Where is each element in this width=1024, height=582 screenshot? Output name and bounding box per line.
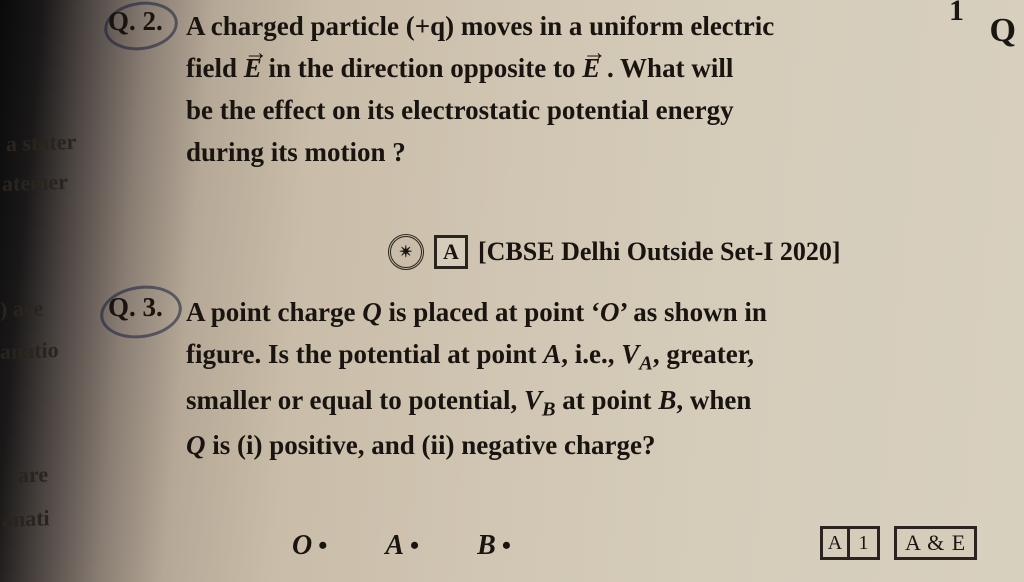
compass-icon: ✴	[388, 234, 424, 270]
question-text: A point charge Q is placed at point ‘O’ …	[186, 292, 988, 467]
point-label: O	[292, 530, 312, 562]
question-text: A charged particle (+q) moves in a unifo…	[186, 6, 988, 173]
tag-row: A 1 A & E	[820, 526, 977, 560]
gutter-word: anati	[2, 505, 50, 533]
point-label: B	[477, 530, 496, 562]
question-2: Q. 2. A charged particle (+q) moves in a…	[108, 6, 988, 173]
q2-line1: A charged particle (+q) moves in a unifo…	[186, 11, 774, 41]
point-o: O•	[292, 530, 327, 562]
gutter-word: anatio	[0, 337, 59, 365]
citation-row: ✴ A [CBSE Delhi Outside Set-I 2020]	[388, 234, 841, 270]
page: 1 Q a stater atemer ) are anatio are ana…	[0, 0, 1024, 582]
question-number: Q. 2.	[108, 6, 163, 37]
badge-a: A	[820, 526, 850, 560]
citation-text: [CBSE Delhi Outside Set-I 2020]	[478, 237, 841, 267]
point-label: A	[385, 530, 404, 562]
q3-line1: A point charge Q is placed at point ‘O’ …	[186, 297, 767, 327]
q2-line2: field →E in the direction opposite to →E…	[186, 53, 733, 83]
q2-line4: during its motion ?	[186, 137, 406, 167]
vector-e-icon: →E	[244, 48, 262, 90]
gutter-word: atemer	[2, 169, 68, 197]
vector-e-icon: →E	[582, 48, 600, 90]
question-number: Q. 3.	[108, 292, 163, 323]
q2-line3: be the effect on its electrostatic poten…	[186, 95, 734, 125]
gutter-word: a stater	[6, 129, 76, 157]
margin-letter-q: Q	[990, 12, 1016, 50]
badge-a1: A 1	[820, 526, 880, 560]
q3-line3: smaller or equal to potential, VB at poi…	[186, 385, 751, 415]
question-3: Q. 3. A point charge Q is placed at poin…	[108, 292, 988, 467]
gutter-word: ) are	[0, 295, 43, 323]
subscript-a: A	[639, 352, 653, 374]
point-b: B•	[477, 530, 511, 562]
q3-line2: figure. Is the potential at point A, i.e…	[186, 339, 754, 369]
gutter-word: are	[18, 461, 48, 488]
answer-badge-a: A	[434, 235, 468, 269]
points-row: O• A• B•	[292, 530, 511, 562]
badge-1: 1	[850, 526, 880, 560]
q3-line4: Q is (i) positive, and (ii) negative cha…	[186, 430, 655, 460]
left-gutter: a stater atemer ) are anatio are anati	[0, 0, 110, 582]
badge-a-and-e: A & E	[894, 526, 977, 560]
point-a: A•	[385, 530, 419, 562]
subscript-b: B	[542, 398, 556, 420]
